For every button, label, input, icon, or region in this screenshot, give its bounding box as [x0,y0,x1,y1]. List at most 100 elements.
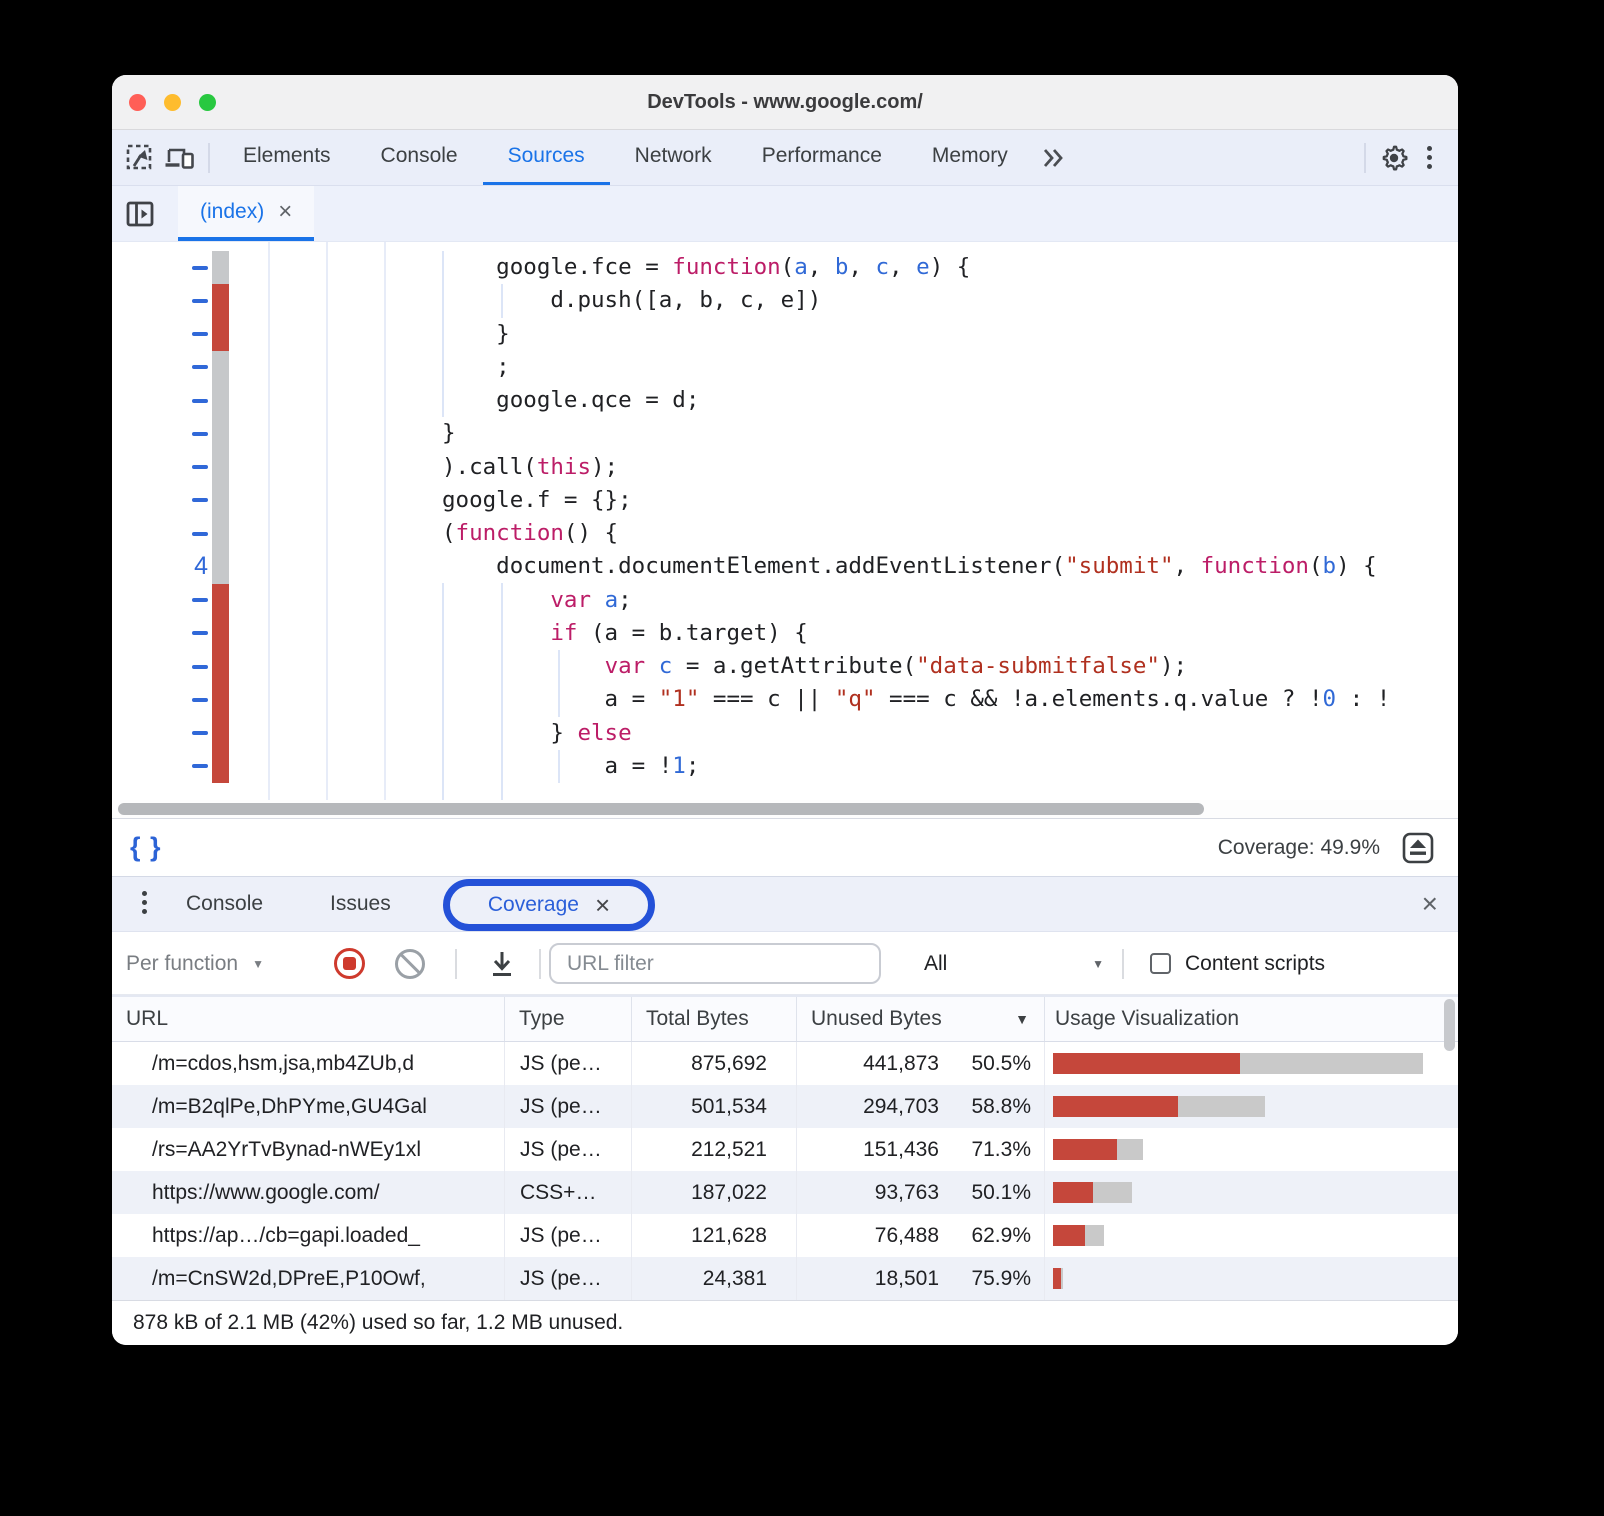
total-bytes-cell: 121,628 [632,1214,797,1257]
gutter-line-marker[interactable] [170,417,208,450]
unused-bytes-cell: 93,763 50.1% [797,1171,1045,1214]
coverage-marker-uncovered [212,317,229,351]
content-scripts-toggle: Content scripts [1150,932,1325,995]
table-scrollbar-thumb[interactable] [1444,999,1455,1051]
column-header-type[interactable]: Type [505,997,632,1041]
tab-network[interactable]: Network [634,144,712,167]
unused-percent-value: 71.3% [971,1137,1031,1161]
show-drawer-button[interactable] [1400,830,1436,866]
tab-elements[interactable]: Elements [243,144,331,167]
column-header-label: Unused Bytes [811,1007,942,1030]
code-editor[interactable]: google.fce = function(a, b, c, e) { d.pu… [112,242,1458,800]
coverage-table-body: /m=cdos,hsm,jsa,mb4ZUb,d JS (pe… 875,692 44… [112,1042,1458,1300]
url-cell: /m=CnSW2d,DPreE,P10Owf, [112,1257,505,1300]
table-row[interactable]: /m=CnSW2d,DPreE,P10Owf, JS (pe… 24,381 18,5… [112,1257,1458,1300]
traffic-lights [129,94,216,111]
tab-memory[interactable]: Memory [931,144,1008,167]
unused-percent-value: 50.5% [971,1051,1031,1075]
column-header-unused-bytes[interactable]: Unused Bytes ▼ [797,997,1045,1041]
used-bar-segment [1092,1182,1132,1203]
column-header-total-bytes[interactable]: Total Bytes [632,997,797,1041]
gutter-line-marker[interactable] [170,384,208,417]
content-scripts-checkbox[interactable] [1150,953,1171,974]
table-row[interactable]: /rs=AA2YrTvBynad-nWEy1xl JS (pe… 212,521 15… [112,1128,1458,1171]
device-toolbar-button[interactable] [160,138,200,178]
gutter-line-marker[interactable] [170,617,208,650]
settings-button[interactable] [1374,138,1414,178]
unused-bytes-cell: 18,501 75.9% [797,1257,1045,1300]
coverage-marker-covered [212,251,229,285]
close-window-button[interactable] [129,94,146,111]
coverage-mode-dropdown[interactable]: Per function ▼ [126,932,264,995]
indent-guide [501,583,503,800]
close-file-tab-icon[interactable]: × [278,197,293,225]
gutter-line-marker[interactable] [170,484,208,517]
chevron-down-icon: ▼ [252,956,264,971]
column-header-url[interactable]: URL [112,997,505,1041]
gutter-divider [326,242,328,800]
table-row[interactable]: /m=cdos,hsm,jsa,mb4ZUb,d JS (pe… 875,692 44… [112,1042,1458,1085]
gutter-line-marker[interactable] [170,717,208,750]
gutter-line-marker[interactable] [170,251,208,284]
scrollbar-thumb[interactable] [118,803,1204,815]
code-line: var a; [550,586,632,613]
drawer-menu-button[interactable] [142,891,147,914]
drawer-tab-issues[interactable]: Issues [330,892,391,915]
titlebar: DevTools - www.google.com/ [112,75,1458,130]
gutter-line-marker[interactable] [170,451,208,484]
gutter-line-marker[interactable] [170,517,208,550]
gutter-line-marker[interactable] [170,351,208,384]
url-cell: https://www.google.com/ [112,1171,505,1214]
gutter-line-marker[interactable] [170,318,208,351]
total-bytes-cell: 875,692 [632,1042,797,1085]
tab-sources[interactable]: Sources [482,130,610,185]
gutter-line-marker[interactable] [170,750,208,783]
more-panels-button[interactable] [1033,138,1073,178]
coverage-marker-uncovered [212,616,229,650]
toggle-navigator-button[interactable] [120,194,160,234]
url-filter-input[interactable] [549,943,881,984]
usage-visualization-cell [1045,1042,1458,1085]
tab-performance[interactable]: Performance [761,144,882,167]
usage-visualization-cell [1045,1085,1458,1128]
unused-bytes-value: 294,703 [863,1094,939,1118]
gutter-line-marker[interactable]: 4 [170,550,208,583]
usage-visualization-cell [1045,1214,1458,1257]
sort-descending-icon: ▼ [1015,1011,1029,1027]
gutter-line-marker[interactable] [170,584,208,617]
unused-bytes-value: 441,873 [863,1051,939,1075]
gutter-line-marker[interactable] [170,650,208,683]
window-title: DevTools - www.google.com/ [647,91,923,113]
table-row[interactable]: https://www.google.com/CSS+… 187,022 93,76… [112,1171,1458,1214]
column-header-usage-visualization[interactable]: Usage Visualization [1055,1007,1240,1030]
inspect-element-button[interactable] [120,138,160,178]
zoom-window-button[interactable] [199,94,216,111]
main-menu-button[interactable] [1414,146,1444,169]
close-coverage-tab-icon[interactable]: × [594,889,611,920]
record-stop-icon [334,948,365,979]
export-coverage-button[interactable] [487,932,517,995]
drawer-tab-coverage[interactable]: Coverage [487,893,579,916]
minimize-window-button[interactable] [164,94,181,111]
editor-status-bar: { } Coverage: 49.9% [112,818,1458,876]
gutter-line-marker[interactable] [170,683,208,716]
table-row[interactable]: https://ap…/cb=gapi.loaded_ JS (pe… 121,62… [112,1214,1458,1257]
pretty-print-button[interactable]: { } [130,832,162,862]
unused-percent-value: 50.1% [971,1180,1031,1204]
table-row[interactable]: /m=B2qlPe,DhPYme,GU4Gal JS (pe… 501,534 294… [112,1085,1458,1128]
line-dash-icon [192,531,208,536]
coverage-marker-covered [212,483,229,517]
coverage-status-text: Coverage: 49.9% [1217,835,1380,859]
clear-coverage-button[interactable] [395,932,425,995]
file-tab-index[interactable]: (index) × [178,186,315,241]
type-filter-dropdown[interactable]: All ▼ [924,932,1104,995]
record-coverage-button[interactable] [334,932,365,995]
code-line: google.qce = d; [442,387,700,413]
tab-console[interactable]: Console [380,144,458,167]
line-dash-icon [192,731,208,736]
drawer-tab-console[interactable]: Console [186,892,264,915]
gutter-line-marker[interactable] [170,284,208,317]
close-drawer-icon[interactable]: × [1421,888,1438,919]
used-bar-segment [1177,1096,1265,1117]
code-line: } [442,320,510,347]
